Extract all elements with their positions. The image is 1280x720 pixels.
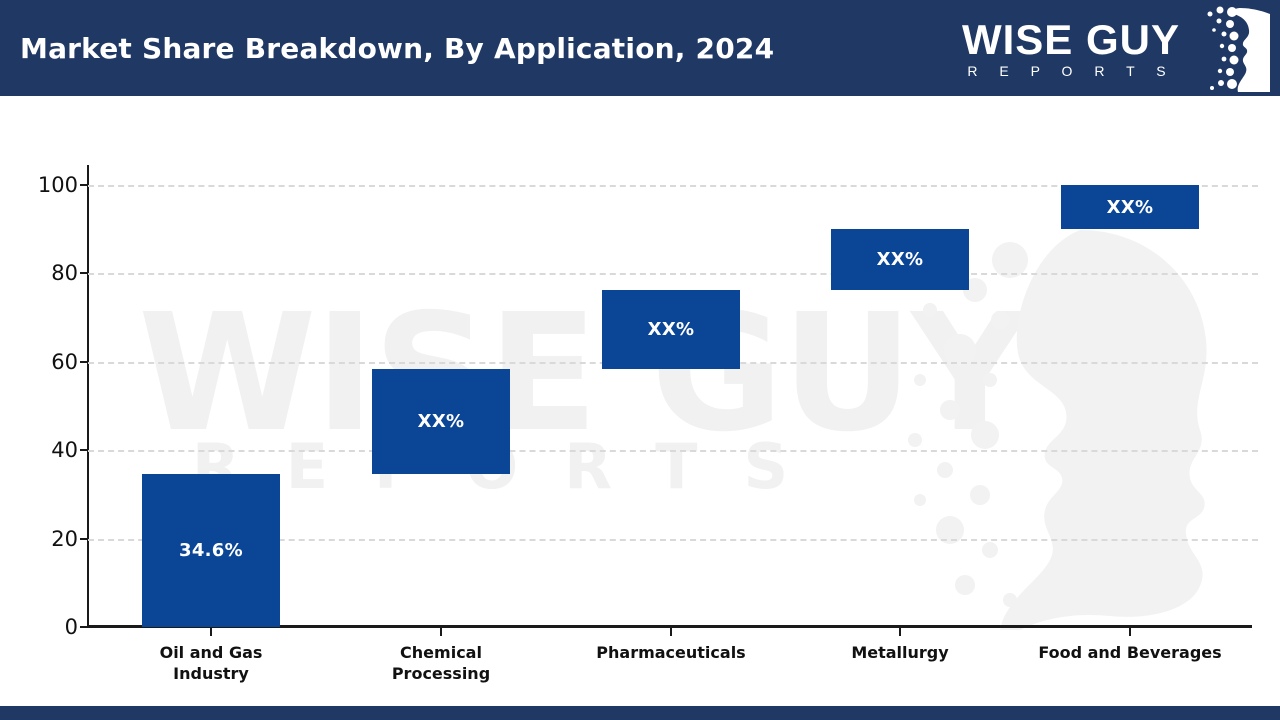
gridline — [88, 450, 1258, 453]
page-title: Market Share Breakdown, By Application, … — [20, 31, 775, 65]
y-tick-mark — [80, 449, 88, 452]
y-tick-mark — [80, 537, 88, 540]
bar-chemical-processing: XX% — [372, 368, 510, 475]
category-label: Chemical Processing — [321, 642, 561, 684]
y-tick-label: 0 — [64, 615, 78, 639]
category-label-line: Metallurgy — [851, 643, 949, 662]
category-label: Food and Beverages — [1010, 642, 1250, 663]
footer-bar — [0, 706, 1280, 720]
bar-oil-and-gas-industry: 34.6% — [142, 474, 280, 627]
x-tick-mark — [1129, 627, 1131, 636]
y-tick-label: 60 — [51, 349, 78, 374]
category-label-line: Food and Beverages — [1038, 643, 1222, 662]
logo-text: WISE GUY R E P O R T S — [961, 15, 1180, 79]
y-tick-mark — [80, 626, 88, 628]
y-tick-mark — [80, 360, 88, 363]
x-tick-mark — [670, 627, 672, 636]
category-label-line: Processing — [391, 664, 491, 683]
gridline — [88, 185, 1258, 187]
bar-value-label: XX% — [417, 410, 465, 432]
logo-wordmark: WISE GUY — [961, 15, 1180, 63]
y-tick-label: 20 — [51, 526, 78, 551]
logo-subtitle: R E P O R T S — [967, 62, 1175, 79]
x-tick-mark — [440, 627, 442, 636]
x-tick-mark — [210, 627, 212, 636]
category-label-line: Pharmaceuticals — [596, 643, 746, 662]
category-label-line: Industry — [173, 664, 249, 683]
y-tick-mark — [80, 184, 88, 186]
y-tick-label: 40 — [51, 438, 78, 463]
bar-food-and-beverages: XX% — [1061, 185, 1199, 230]
bar-value-label: XX% — [1106, 196, 1154, 218]
category-label: Pharmaceuticals — [551, 642, 791, 663]
y-axis-line — [87, 165, 89, 627]
category-label: Metallurgy — [780, 642, 1020, 663]
y-tick-label: 100 — [37, 173, 78, 197]
category-label-line: Chemical — [400, 643, 482, 662]
bar-pharmaceuticals: XX% — [602, 290, 740, 369]
y-tick-label: 80 — [51, 261, 78, 286]
wise-guy-logo: WISE GUY R E P O R T S — [962, 4, 1280, 92]
gridline — [88, 273, 1258, 276]
category-label-line: Oil and Gas — [159, 643, 263, 662]
bar-value-label: 34.6% — [179, 540, 243, 562]
category-label: Oil and Gas Industry — [91, 642, 331, 684]
bar-value-label: XX% — [876, 249, 924, 271]
waterfall-chart: 0 20 40 60 80 100 34.6% Oil and Gas Industry XX% C… — [0, 96, 1280, 706]
header-bar: Market Share Breakdown, By Application, … — [0, 0, 1280, 96]
y-tick-mark — [80, 272, 88, 275]
x-tick-mark — [899, 627, 901, 636]
x-axis-line — [87, 625, 1252, 628]
logo-face-icon — [1207, 6, 1270, 92]
bar-value-label: XX% — [647, 319, 695, 341]
gridline — [88, 538, 1258, 541]
bar-metallurgy: XX% — [831, 229, 969, 291]
